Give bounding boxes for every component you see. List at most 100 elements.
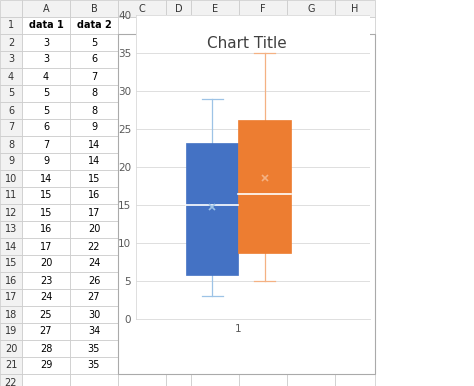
Text: 24: 24 xyxy=(88,259,100,269)
Text: 14: 14 xyxy=(40,173,52,183)
Bar xyxy=(0,136,22,153)
Bar xyxy=(70,272,118,289)
Bar xyxy=(0,68,22,85)
Bar xyxy=(287,357,335,374)
Bar xyxy=(239,374,287,386)
Bar xyxy=(335,340,375,357)
Bar xyxy=(118,34,166,51)
Bar xyxy=(22,153,70,170)
Bar xyxy=(335,17,375,34)
Bar xyxy=(22,17,70,34)
Bar xyxy=(287,204,335,221)
Bar xyxy=(287,374,335,386)
Text: 15: 15 xyxy=(40,191,52,200)
Text: 8: 8 xyxy=(91,88,97,98)
Bar xyxy=(166,119,191,136)
Text: 7: 7 xyxy=(8,122,14,132)
Bar xyxy=(239,323,287,340)
Text: 20: 20 xyxy=(88,225,100,235)
Bar xyxy=(166,51,191,68)
Text: G: G xyxy=(307,3,315,14)
Bar xyxy=(0,34,22,51)
Bar xyxy=(239,68,287,85)
Bar xyxy=(22,0,70,17)
Bar xyxy=(191,255,239,272)
Bar xyxy=(0,238,22,255)
Bar xyxy=(335,187,375,204)
Bar xyxy=(0,255,22,272)
Text: data 1: data 1 xyxy=(28,20,64,30)
Bar xyxy=(335,34,375,51)
Bar xyxy=(335,357,375,374)
Text: 6: 6 xyxy=(8,105,14,115)
Bar xyxy=(0,221,22,238)
Text: 34: 34 xyxy=(88,327,100,337)
Bar xyxy=(239,119,287,136)
Bar xyxy=(70,289,118,306)
Bar xyxy=(118,17,166,34)
Bar xyxy=(335,0,375,17)
Bar xyxy=(166,68,191,85)
Bar xyxy=(118,119,166,136)
Bar xyxy=(239,136,287,153)
Text: 20: 20 xyxy=(5,344,17,354)
Bar xyxy=(22,34,70,51)
Text: 13: 13 xyxy=(5,225,17,235)
Bar xyxy=(118,34,375,374)
Text: 4: 4 xyxy=(43,71,49,81)
FancyBboxPatch shape xyxy=(238,120,291,253)
Bar xyxy=(239,17,287,34)
Bar xyxy=(22,170,70,187)
Bar xyxy=(0,170,22,187)
Text: D: D xyxy=(175,3,182,14)
Text: 30: 30 xyxy=(88,310,100,320)
Text: 22: 22 xyxy=(88,242,100,252)
Bar xyxy=(287,323,335,340)
Bar xyxy=(70,170,118,187)
Text: E: E xyxy=(212,3,218,14)
Bar xyxy=(335,153,375,170)
Bar xyxy=(335,68,375,85)
Text: 10: 10 xyxy=(5,173,17,183)
Bar xyxy=(191,136,239,153)
Bar xyxy=(335,255,375,272)
Bar xyxy=(335,136,375,153)
Bar xyxy=(118,272,166,289)
Bar xyxy=(287,238,335,255)
Bar xyxy=(191,374,239,386)
Bar xyxy=(22,306,70,323)
Bar xyxy=(70,51,118,68)
Text: 5: 5 xyxy=(43,105,49,115)
Text: 9: 9 xyxy=(8,156,14,166)
Bar xyxy=(166,170,191,187)
Bar xyxy=(166,85,191,102)
Text: 27: 27 xyxy=(88,293,100,303)
Bar xyxy=(335,170,375,187)
Bar xyxy=(287,119,335,136)
Text: 2: 2 xyxy=(8,37,14,47)
Bar xyxy=(239,238,287,255)
Bar xyxy=(239,255,287,272)
Bar xyxy=(239,340,287,357)
Bar xyxy=(191,272,239,289)
Bar xyxy=(0,204,22,221)
Bar xyxy=(287,51,335,68)
Bar xyxy=(70,136,118,153)
Text: 29: 29 xyxy=(40,361,52,371)
Bar xyxy=(191,238,239,255)
Bar xyxy=(191,17,239,34)
Text: 14: 14 xyxy=(88,156,100,166)
Bar xyxy=(287,136,335,153)
Bar xyxy=(166,289,191,306)
Bar xyxy=(239,0,287,17)
Bar xyxy=(239,170,287,187)
Text: 1: 1 xyxy=(8,20,14,30)
Bar xyxy=(191,170,239,187)
Text: F: F xyxy=(260,3,266,14)
Bar xyxy=(70,0,118,17)
Bar xyxy=(239,51,287,68)
Text: 9: 9 xyxy=(43,156,49,166)
Bar xyxy=(22,255,70,272)
Text: 3: 3 xyxy=(8,54,14,64)
Text: 5: 5 xyxy=(43,88,49,98)
